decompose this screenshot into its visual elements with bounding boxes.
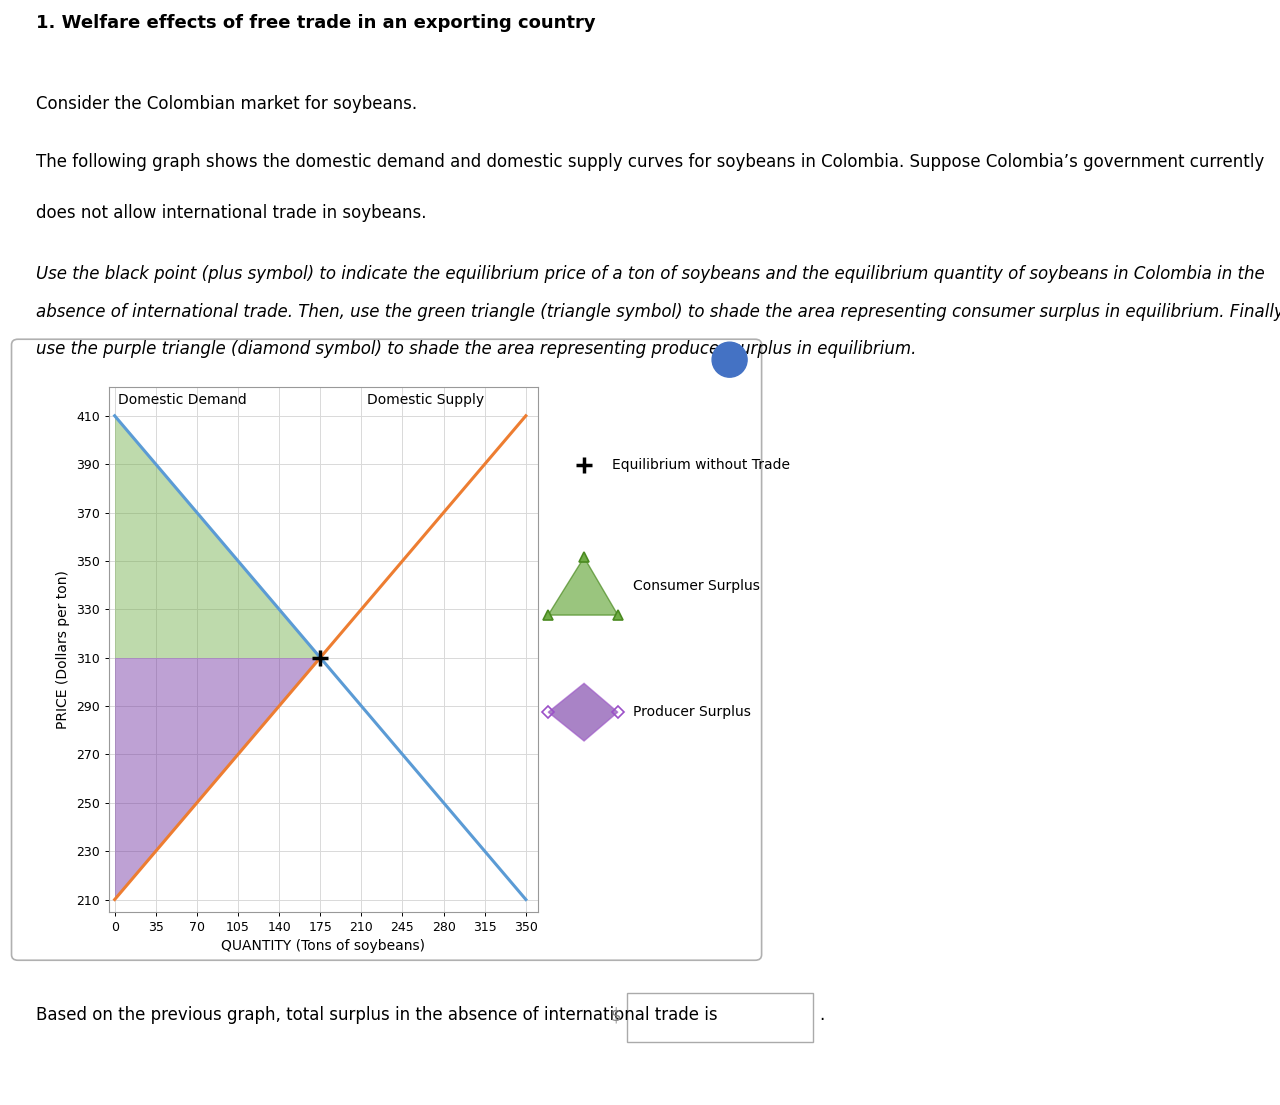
Text: Based on the previous graph, total surplus in the absence of international trade: Based on the previous graph, total surpl…	[36, 1007, 718, 1024]
Text: absence of international trade. Then, use the green triangle (triangle symbol) t: absence of international trade. Then, us…	[36, 303, 1280, 320]
FancyBboxPatch shape	[627, 992, 813, 1042]
Polygon shape	[548, 557, 618, 615]
Text: Consumer Surplus: Consumer Surplus	[632, 579, 759, 593]
Text: ?: ?	[726, 352, 733, 367]
Text: Domestic Supply: Domestic Supply	[367, 393, 484, 408]
Polygon shape	[115, 657, 320, 899]
Text: The following graph shows the domestic demand and domestic supply curves for soy: The following graph shows the domestic d…	[36, 154, 1265, 171]
Text: Domestic Demand: Domestic Demand	[118, 393, 247, 408]
Text: 1. Welfare effects of free trade in an exporting country: 1. Welfare effects of free trade in an e…	[36, 13, 595, 32]
Text: Equilibrium without Trade: Equilibrium without Trade	[612, 459, 790, 473]
Circle shape	[712, 343, 748, 377]
Y-axis label: PRICE (Dollars per ton): PRICE (Dollars per ton)	[56, 570, 70, 728]
Text: .: .	[819, 1007, 824, 1024]
Text: Consider the Colombian market for soybeans.: Consider the Colombian market for soybea…	[36, 95, 417, 114]
Text: Producer Surplus: Producer Surplus	[632, 705, 750, 719]
Text: $: $	[611, 1007, 621, 1024]
Polygon shape	[548, 683, 618, 741]
Text: use the purple triangle (diamond symbol) to shade the area representing producer: use the purple triangle (diamond symbol)…	[36, 340, 916, 358]
Polygon shape	[115, 415, 320, 657]
X-axis label: QUANTITY (Tons of soybeans): QUANTITY (Tons of soybeans)	[221, 939, 425, 954]
Text: does not allow international trade in soybeans.: does not allow international trade in so…	[36, 204, 426, 222]
Text: Use the black point (plus symbol) to indicate the equilibrium price of a ton of : Use the black point (plus symbol) to ind…	[36, 265, 1265, 284]
